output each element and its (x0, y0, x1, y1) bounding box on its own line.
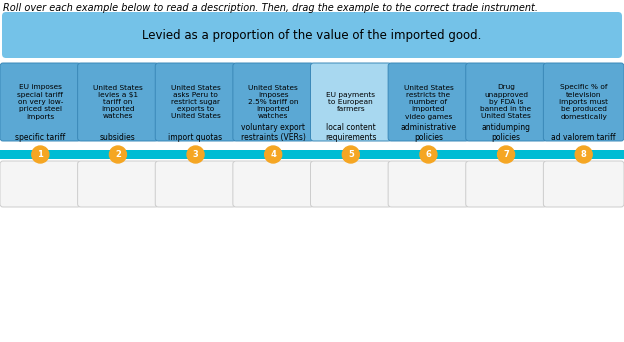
FancyBboxPatch shape (155, 161, 236, 207)
Text: Specific % of
television
imports must
be produced
domestically: Specific % of television imports must be… (559, 84, 608, 119)
FancyBboxPatch shape (544, 63, 624, 141)
Text: 4: 4 (270, 150, 276, 159)
Text: specific tariff: specific tariff (15, 133, 66, 142)
FancyBboxPatch shape (155, 63, 236, 141)
Text: EU imposes
special tariff
on very low-
priced steel
imports: EU imposes special tariff on very low- p… (17, 84, 63, 119)
Text: 5: 5 (348, 150, 354, 159)
FancyBboxPatch shape (388, 161, 469, 207)
FancyBboxPatch shape (2, 12, 622, 58)
FancyBboxPatch shape (233, 63, 313, 141)
FancyBboxPatch shape (233, 161, 313, 207)
FancyBboxPatch shape (311, 63, 391, 141)
Text: Drug
unapproved
by FDA is
banned in the
United States: Drug unapproved by FDA is banned in the … (480, 84, 532, 119)
Circle shape (32, 146, 49, 163)
Text: Roll over each example below to read a description. Then, drag the example to th: Roll over each example below to read a d… (3, 3, 538, 13)
FancyBboxPatch shape (466, 63, 547, 141)
Circle shape (187, 146, 204, 163)
Text: subsidies: subsidies (100, 133, 136, 142)
FancyBboxPatch shape (544, 161, 624, 207)
Text: United States
restricts the
number of
imported
video games: United States restricts the number of im… (404, 84, 453, 119)
FancyBboxPatch shape (0, 161, 80, 207)
FancyBboxPatch shape (0, 63, 80, 141)
Text: local content
requirements: local content requirements (325, 122, 376, 142)
Text: 2: 2 (115, 150, 121, 159)
Circle shape (575, 146, 592, 163)
Circle shape (343, 146, 359, 163)
Text: United States
imposes
2.5% tariff on
imported
watches: United States imposes 2.5% tariff on imp… (248, 84, 298, 119)
Circle shape (497, 146, 515, 163)
FancyBboxPatch shape (77, 161, 158, 207)
Text: voluntary export
restraints (VERs): voluntary export restraints (VERs) (241, 122, 306, 142)
Text: Levied as a proportion of the value of the imported good.: Levied as a proportion of the value of t… (142, 28, 482, 41)
Text: import quotas: import quotas (168, 133, 223, 142)
Text: administrative
policies: administrative policies (401, 122, 456, 142)
Text: United States
asks Peru to
restrict sugar
exports to
United States: United States asks Peru to restrict suga… (171, 84, 220, 119)
FancyBboxPatch shape (466, 161, 547, 207)
Text: 8: 8 (581, 150, 587, 159)
Text: 3: 3 (193, 150, 198, 159)
FancyBboxPatch shape (388, 63, 469, 141)
Text: EU payments
to European
farmers: EU payments to European farmers (326, 92, 375, 112)
Text: 7: 7 (503, 150, 509, 159)
Text: antidumping
policies: antidumping policies (482, 122, 530, 142)
Text: United States
levies a $1
tariff on
imported
watches: United States levies a $1 tariff on impo… (93, 84, 143, 119)
Circle shape (109, 146, 127, 163)
Text: 6: 6 (426, 150, 431, 159)
Text: ad valorem tariff: ad valorem tariff (552, 133, 616, 142)
FancyBboxPatch shape (77, 63, 158, 141)
FancyBboxPatch shape (0, 150, 624, 159)
Circle shape (265, 146, 281, 163)
FancyBboxPatch shape (311, 161, 391, 207)
Circle shape (420, 146, 437, 163)
Text: 1: 1 (37, 150, 43, 159)
